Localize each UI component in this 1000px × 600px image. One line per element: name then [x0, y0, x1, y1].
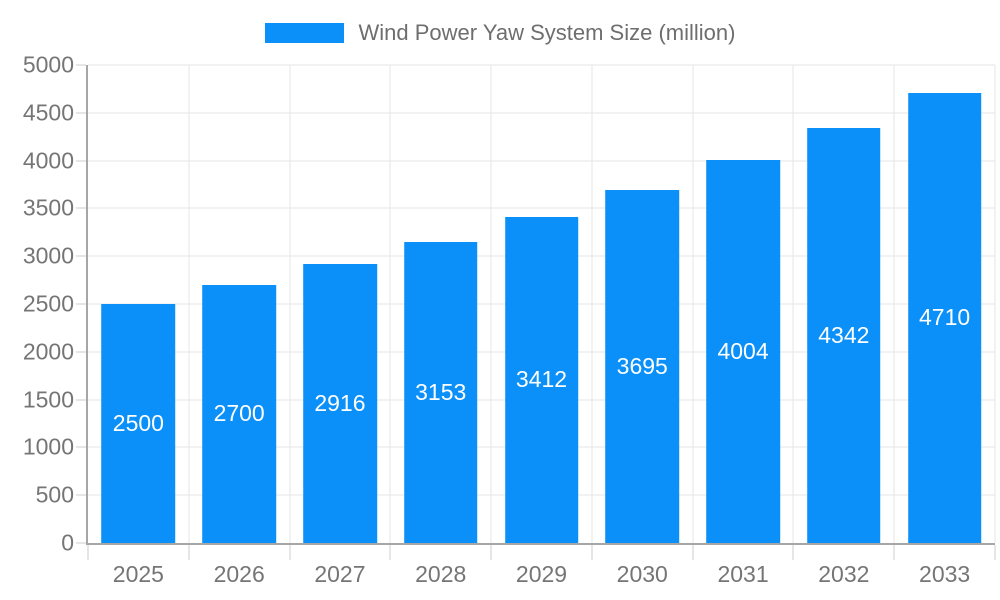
plot-area: 2500 2700 2916 3153 3412 3695 4004 4342 4710 — [76, 64, 996, 560]
gridline-vertical — [389, 65, 391, 543]
y-tick-label: 4500 — [22, 99, 74, 126]
y-axis-tick — [76, 399, 86, 401]
gridline-horizontal — [88, 112, 995, 114]
bar[interactable]: 3695 — [605, 189, 680, 543]
bar[interactable]: 3412 — [504, 216, 579, 543]
bar-value-label: 3695 — [616, 352, 668, 379]
y-tick-label: 1500 — [22, 386, 74, 413]
y-tick-label: 1000 — [22, 433, 74, 460]
bar-value-label: 3153 — [415, 378, 467, 405]
legend-swatch — [264, 23, 344, 43]
y-axis-tick — [76, 112, 86, 114]
legend[interactable]: Wind Power Yaw System Size (million) — [0, 20, 1000, 46]
y-tick-label: 5000 — [22, 51, 74, 78]
y-axis-tick — [76, 160, 86, 162]
bar[interactable]: 2500 — [101, 304, 176, 543]
y-axis-tick — [76, 494, 86, 496]
y-axis-tick — [76, 64, 86, 66]
gridline-vertical — [792, 65, 794, 543]
y-axis-tick — [76, 446, 86, 448]
x-axis-tick — [994, 545, 996, 560]
x-axis-tick — [188, 545, 190, 560]
x-tick-label: 2032 — [818, 561, 870, 587]
x-tick-label: 2025 — [112, 561, 164, 587]
y-axis-tick — [76, 542, 86, 544]
bar-value-label: 2700 — [213, 400, 265, 427]
bar-value-label: 4342 — [818, 321, 870, 348]
bar-value-label: 4710 — [919, 304, 971, 331]
x-axis-tick — [389, 545, 391, 560]
x-tick-label: 2026 — [213, 561, 265, 587]
y-tick-label: 500 — [35, 481, 74, 508]
y-tick-label: 3500 — [22, 194, 74, 221]
bar[interactable]: 4710 — [907, 92, 982, 543]
y-tick-label: 2000 — [22, 338, 74, 365]
legend-label: Wind Power Yaw System Size (million) — [358, 20, 736, 45]
y-axis-tick — [76, 255, 86, 257]
x-axis-tick — [289, 545, 291, 560]
x-axis-tick — [692, 545, 694, 560]
x-axis-tick — [893, 545, 895, 560]
gridline-vertical — [994, 65, 996, 543]
x-axis-tick — [591, 545, 593, 560]
x-tick-label: 2028 — [415, 561, 467, 587]
y-axis-tick — [76, 351, 86, 353]
y-axis-tick — [76, 303, 86, 305]
gridline-vertical — [893, 65, 895, 543]
bar[interactable]: 2700 — [202, 284, 276, 543]
gridline-horizontal — [88, 207, 995, 209]
bar-value-label: 4004 — [717, 338, 769, 365]
y-axis-tick — [76, 207, 86, 209]
gridline-horizontal — [88, 64, 995, 66]
bar[interactable]: 3153 — [403, 241, 478, 543]
x-axis-tick — [87, 545, 89, 560]
gridline-vertical — [188, 65, 190, 543]
x-tick-label: 2031 — [717, 561, 769, 587]
bar[interactable]: 4342 — [807, 127, 881, 543]
x-axis-tick — [490, 545, 492, 560]
x-tick-label: 2027 — [314, 561, 366, 587]
bar[interactable]: 2916 — [303, 264, 377, 543]
x-tick-label: 2030 — [616, 561, 668, 587]
gridline-horizontal — [88, 160, 995, 162]
gridline-vertical — [591, 65, 593, 543]
y-tick-label: 4000 — [22, 147, 74, 174]
x-tick-label: 2033 — [919, 561, 971, 587]
bar-value-label: 2500 — [112, 410, 164, 436]
bar[interactable]: 4004 — [706, 160, 780, 543]
y-axis: 0 500 1000 1500 2000 2500 3000 3500 4000 4500 5000 — [0, 52, 74, 556]
gridline-vertical — [692, 65, 694, 543]
x-tick-label: 2029 — [515, 561, 568, 587]
y-tick-label: 0 — [61, 529, 74, 556]
bar-value-label: 3412 — [515, 366, 568, 393]
gridline-vertical — [490, 65, 492, 543]
x-axis: 2025 2026 2027 2028 2029 2030 2031 2032 2033 — [88, 543, 995, 588]
x-axis-tick — [792, 545, 794, 560]
gridline-vertical — [289, 65, 291, 543]
y-tick-label: 3000 — [22, 242, 74, 269]
bar-value-label: 2916 — [314, 390, 366, 417]
y-tick-label: 2500 — [22, 290, 74, 317]
